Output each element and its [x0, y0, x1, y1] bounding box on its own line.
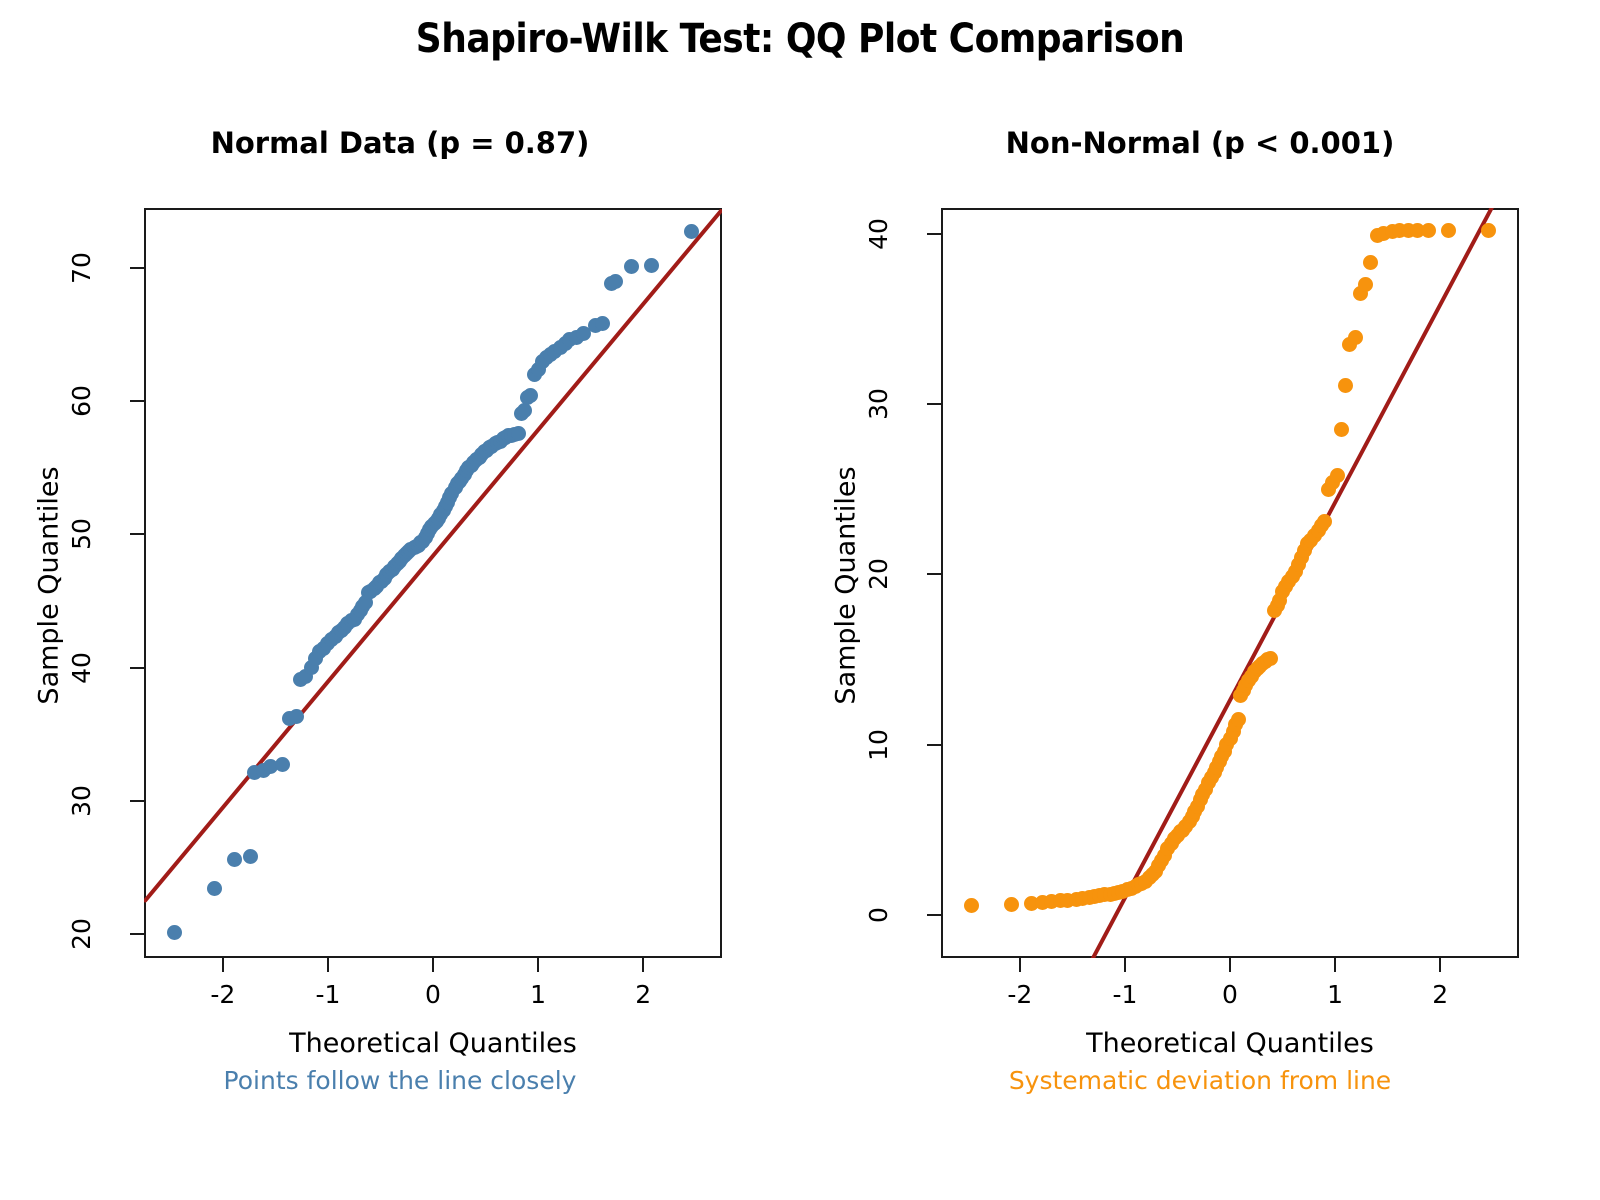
data-point — [516, 402, 532, 418]
data-point — [1333, 422, 1349, 438]
data-point — [226, 851, 242, 867]
x-tick-mark — [432, 958, 434, 972]
plot-clip — [144, 208, 722, 958]
data-point — [1363, 255, 1379, 271]
data-point — [288, 709, 304, 725]
data-point — [575, 325, 591, 341]
x-tick-mark — [642, 958, 645, 972]
x-tick-mark — [326, 958, 329, 972]
data-point — [684, 224, 700, 240]
y-tick-label: 50 — [67, 518, 96, 551]
panel-title-normal: Normal Data (p = 0.87) — [210, 126, 590, 160]
x-tick-mark — [1018, 958, 1021, 972]
y-tick-label: 30 — [864, 388, 893, 420]
y-tick-mark — [130, 799, 144, 802]
y-tick-mark — [927, 232, 941, 235]
x-tick-mark — [221, 958, 224, 972]
data-point — [1317, 514, 1333, 530]
data-point — [1441, 222, 1457, 238]
y-tick-label: 60 — [67, 385, 96, 418]
data-point — [1003, 896, 1019, 912]
x-tick-label: 0 — [1222, 980, 1238, 1009]
y-tick-mark — [927, 743, 941, 746]
data-point — [1230, 711, 1246, 727]
y-axis-title-normal: Sample Quantiles — [33, 466, 65, 705]
data-point — [644, 257, 660, 273]
page-title: Shapiro-Wilk Test: QQ Plot Comparison — [415, 16, 1185, 62]
y-tick-label: 0 — [864, 907, 893, 924]
y-tick-label: 20 — [864, 558, 893, 591]
data-point — [1329, 468, 1345, 484]
y-tick-label: 40 — [864, 217, 893, 250]
data-point — [1481, 222, 1497, 238]
data-point — [262, 758, 278, 774]
x-tick-label: 2 — [635, 980, 652, 1009]
x-tick-mark — [1334, 958, 1337, 972]
x-tick-label: -1 — [315, 980, 341, 1009]
reference-line — [144, 208, 722, 904]
x-tick-mark — [1439, 958, 1442, 972]
x-axis-title-normal: Theoretical Quantiles — [289, 1028, 577, 1059]
y-tick-label: 20 — [67, 918, 96, 950]
x-axis-subtitle-non-normal: Systematic deviation from line — [1008, 1066, 1392, 1095]
data-point — [1358, 277, 1374, 293]
x-axis-title-non-normal: Theoretical Quantiles — [1086, 1028, 1374, 1059]
x-tick-label: -2 — [1007, 980, 1033, 1009]
data-point — [275, 757, 291, 773]
y-tick-mark — [130, 400, 144, 403]
data-point — [1263, 650, 1279, 666]
data-point — [608, 273, 624, 289]
x-tick-label: 1 — [530, 980, 547, 1009]
y-tick-mark — [927, 403, 941, 406]
panel-non-normal: Non-Normal (p < 0.001) -2 -1 0 1 2 0 10 20 30 40 … — [800, 0, 1600, 1200]
data-point — [594, 316, 610, 332]
data-point — [1421, 222, 1437, 238]
data-point — [1338, 377, 1354, 393]
reference-line — [941, 208, 1519, 958]
y-axis-title-non-normal: Sample Quantiles — [830, 466, 862, 705]
data-point — [1347, 330, 1363, 346]
y-tick-label: 70 — [67, 252, 96, 284]
y-tick-label: 40 — [67, 651, 96, 684]
data-point — [242, 849, 258, 865]
data-point — [1023, 895, 1039, 911]
data-point — [523, 388, 539, 404]
y-tick-mark — [927, 914, 941, 917]
y-tick-mark — [130, 266, 144, 269]
x-axis-subtitle-normal: Points follow the line closely — [223, 1066, 577, 1095]
data-point — [963, 897, 979, 913]
y-tick-mark — [927, 573, 941, 576]
y-tick-label: 10 — [864, 729, 893, 761]
x-tick-label: -2 — [210, 980, 236, 1009]
data-point — [624, 259, 640, 275]
x-tick-label: 2 — [1432, 980, 1449, 1009]
x-tick-mark — [537, 958, 540, 972]
y-tick-mark — [130, 666, 144, 669]
x-tick-label: 1 — [1327, 980, 1344, 1009]
x-tick-mark — [1123, 958, 1126, 972]
y-tick-mark — [130, 933, 144, 936]
plot-clip — [941, 208, 1519, 958]
x-tick-label: 0 — [425, 980, 441, 1009]
y-tick-label: 30 — [67, 784, 96, 817]
y-tick-mark — [130, 533, 144, 536]
data-point — [166, 925, 182, 941]
data-point — [510, 425, 526, 441]
x-tick-mark — [1229, 958, 1231, 972]
data-point — [1409, 222, 1425, 238]
x-tick-label: -1 — [1112, 980, 1138, 1009]
panel-title-non-normal: Non-Normal (p < 0.001) — [1005, 126, 1395, 160]
data-point — [206, 881, 222, 897]
plot-area-normal — [144, 208, 722, 958]
panel-normal: Normal Data (p = 0.87) -2 -1 0 1 2 20 30 40 50 60… — [33, 126, 722, 1095]
